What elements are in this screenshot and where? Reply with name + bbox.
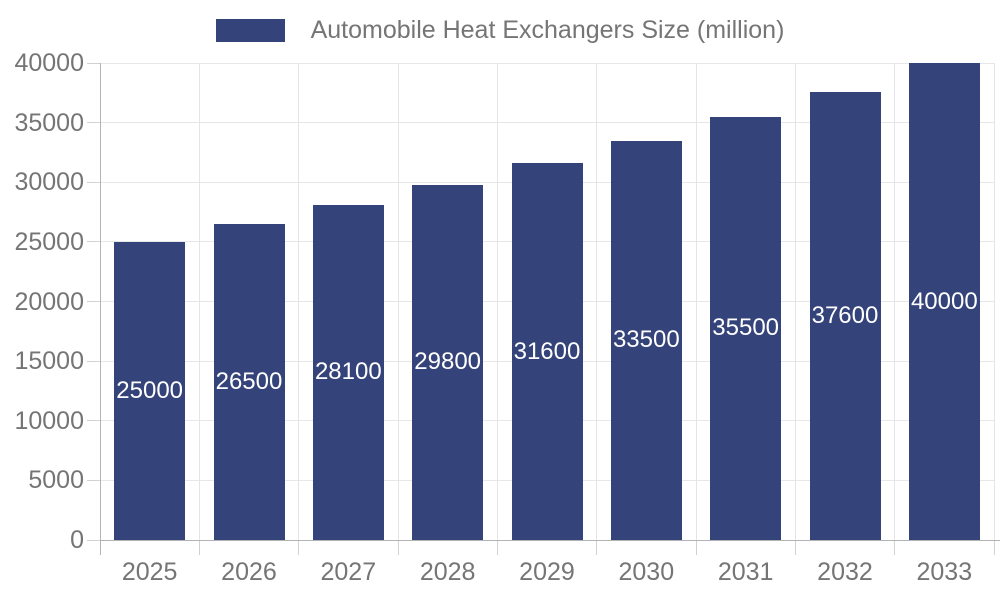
x-tick-label: 2031 [717, 558, 774, 586]
bar [809, 91, 881, 540]
v-gridline [894, 63, 896, 540]
x-axis-tick [298, 540, 300, 555]
y-tick-label: 40000 [14, 49, 84, 77]
x-tick-label: 2033 [916, 558, 973, 586]
y-tick-label: 20000 [14, 287, 84, 316]
y-tick-label: 0 [70, 526, 84, 554]
y-axis-tick [87, 241, 100, 243]
h-gridline [100, 122, 994, 124]
x-axis-tick [397, 540, 399, 555]
x-tick-label: 2032 [817, 558, 873, 586]
y-axis-tick [87, 420, 100, 422]
y-axis-tick [87, 181, 100, 183]
bar-value-label: 37600 [811, 301, 879, 329]
x-tick-label: 2030 [618, 558, 675, 586]
x-tick-label: 2025 [121, 558, 178, 586]
y-axis-tick [87, 479, 100, 481]
v-gridline [596, 63, 598, 540]
bar [908, 63, 980, 540]
bar [213, 223, 285, 540]
y-axis-tick [87, 360, 100, 362]
v-gridline [397, 63, 399, 540]
x-axis-tick [894, 540, 896, 555]
bar [710, 116, 782, 540]
bar [610, 140, 682, 540]
x-axis-line [100, 540, 1000, 541]
bar-value-label: 33500 [612, 326, 680, 354]
x-axis-tick [596, 540, 598, 555]
v-gridline [198, 63, 200, 540]
x-tick-label: 2028 [419, 558, 476, 586]
y-tick-label: 35000 [14, 108, 84, 137]
y-axis-tick [87, 539, 100, 541]
x-tick-label: 2029 [519, 558, 575, 586]
bar-value-label: 29800 [414, 348, 482, 376]
y-axis-tick [87, 301, 100, 302]
y-axis-line [100, 63, 101, 555]
bar-value-label: 28100 [314, 358, 382, 386]
bar [511, 163, 583, 540]
y-tick-label: 25000 [14, 227, 84, 256]
y-tick-label: 10000 [14, 406, 84, 435]
v-gridline [298, 63, 300, 540]
x-tick-label: 2026 [221, 558, 277, 586]
v-gridline [993, 63, 995, 540]
bar-value-label: 25000 [116, 376, 184, 404]
bar [412, 184, 484, 540]
y-tick-label: 15000 [14, 347, 84, 376]
v-gridline [496, 63, 498, 540]
x-axis-tick [198, 540, 200, 555]
v-gridline [794, 63, 796, 540]
v-gridline [695, 63, 697, 540]
legend-swatch [215, 18, 285, 42]
legend-label: Automobile Heat Exchangers Size (million… [310, 15, 785, 44]
bar [114, 241, 186, 540]
y-axis-tick [87, 122, 100, 124]
h-gridline [100, 62, 994, 64]
legend[interactable]: Automobile Heat Exchangers Size (million… [0, 15, 1000, 45]
x-tick-label: 2027 [320, 558, 377, 586]
y-tick-label: 30000 [14, 168, 84, 197]
x-axis-tick [794, 540, 796, 555]
bar-value-label: 31600 [513, 337, 581, 365]
y-tick-label: 5000 [28, 466, 84, 495]
x-axis-tick [695, 540, 697, 555]
bar-value-label: 26500 [215, 367, 283, 395]
y-axis-tick [87, 62, 100, 64]
x-axis-tick [496, 540, 498, 555]
bar-value-label: 40000 [910, 287, 978, 315]
x-axis-tick [993, 540, 995, 555]
bar-value-label: 35500 [712, 314, 780, 342]
bar [312, 204, 384, 540]
